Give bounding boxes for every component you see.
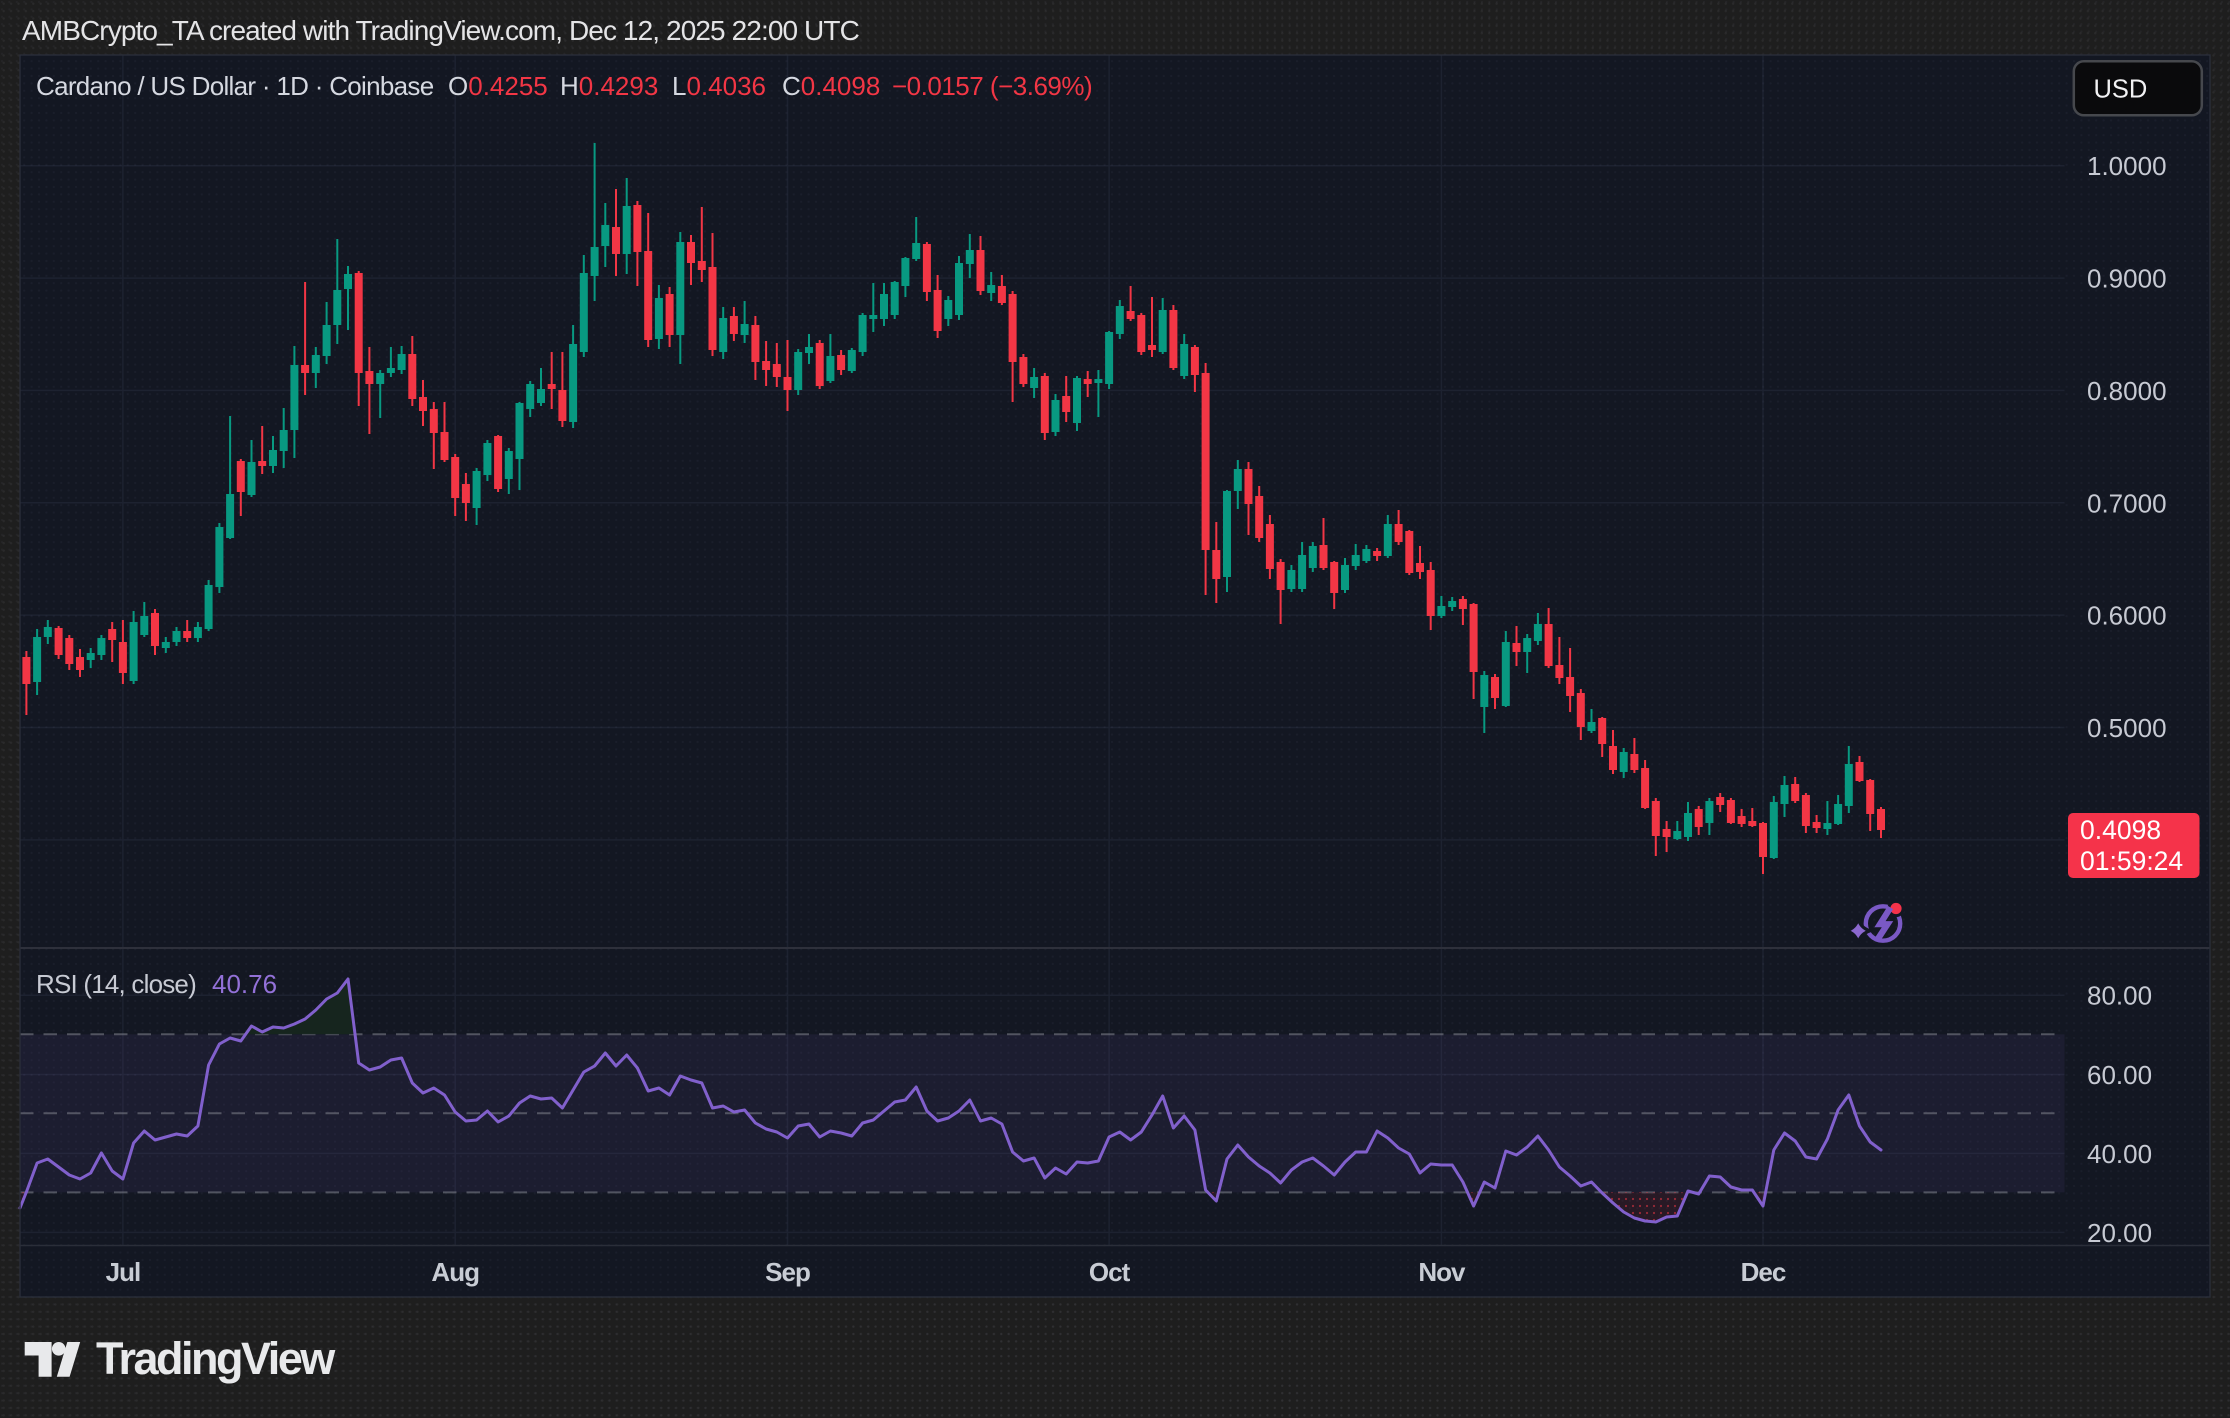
svg-text:Dec: Dec [1741,1257,1786,1287]
svg-text:C0.4098: C0.4098 [782,71,880,101]
svg-text:H0.4293: H0.4293 [560,71,658,101]
svg-text:40.00: 40.00 [2087,1139,2152,1169]
svg-text:Nov: Nov [1418,1257,1466,1287]
svg-text:0.9000: 0.9000 [2087,264,2167,294]
svg-text:80.00: 80.00 [2087,981,2152,1011]
svg-text:Aug: Aug [431,1257,479,1287]
svg-text:01:59:24: 01:59:24 [2080,846,2183,876]
svg-text:L0.4036: L0.4036 [672,71,766,101]
svg-text:60.00: 60.00 [2087,1060,2152,1090]
svg-text:0.4098: 0.4098 [2080,815,2161,845]
svg-text:0.8000: 0.8000 [2087,376,2167,406]
svg-text:0.5000: 0.5000 [2087,713,2167,743]
svg-text:−0.0157 (−3.69%): −0.0157 (−3.69%) [892,71,1092,101]
svg-text:Oct: Oct [1089,1257,1131,1287]
svg-text:USD: USD [2094,76,2148,104]
svg-text:Cardano / US Dollar · 1D · Coi: Cardano / US Dollar · 1D · Coinbase [36,71,434,101]
svg-text:RSI (14, close): RSI (14, close) [36,969,196,999]
svg-text:0.7000: 0.7000 [2087,488,2167,518]
svg-text:O0.4255: O0.4255 [448,71,548,101]
svg-text:40.76: 40.76 [212,969,277,999]
svg-text:Jul: Jul [106,1257,141,1287]
svg-text:Sep: Sep [765,1257,810,1287]
svg-text:0.6000: 0.6000 [2087,601,2167,631]
svg-text:1.0000: 1.0000 [2087,151,2167,181]
svg-text:20.00: 20.00 [2087,1218,2152,1248]
